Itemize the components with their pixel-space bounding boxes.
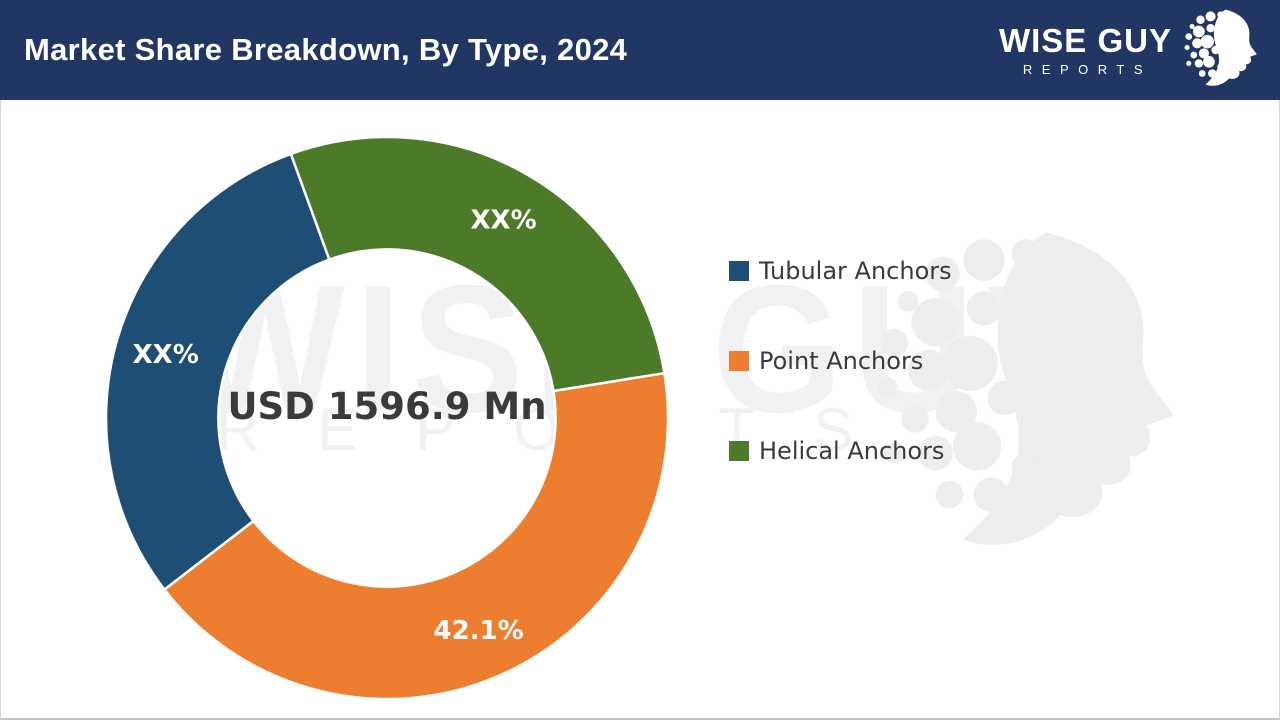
legend-swatch-helical (729, 441, 749, 461)
logo-head-icon (1176, 8, 1262, 92)
brand-logo: WISE GUY REPORTS (999, 8, 1262, 92)
legend-swatch-point (729, 351, 749, 371)
legend-label: Helical Anchors (759, 437, 945, 465)
header: Market Share Breakdown, By Type, 2024 WI… (0, 0, 1280, 100)
slice-label: 42.1% (433, 616, 523, 646)
donut-slice-tubular-anchors[interactable] (104, 152, 331, 591)
slice-label: XX% (133, 340, 199, 370)
chart-legend: Tubular Anchors Point Anchors Helical An… (729, 258, 952, 464)
chart-area: WISE GUY REPORTS XX%42.1%XX% USD 1596.9 … (0, 100, 1280, 720)
brand-subtitle: REPORTS (1022, 62, 1153, 77)
legend-label: Point Anchors (759, 347, 924, 375)
legend-item-tubular-anchors[interactable]: Tubular Anchors (729, 258, 952, 284)
donut-center-value: USD 1596.9 Mn (227, 385, 547, 428)
brand-name: WISE GUY (998, 22, 1172, 59)
legend-item-point-anchors[interactable]: Point Anchors (729, 348, 952, 374)
brand-logo-text: WISE GUY REPORTS (999, 24, 1172, 76)
donut-slice-point-anchors[interactable] (163, 371, 670, 701)
legend-swatch-tubular (729, 261, 749, 281)
slice-label: XX% (471, 206, 537, 236)
legend-label: Tubular Anchors (759, 257, 952, 285)
page-title: Market Share Breakdown, By Type, 2024 (24, 32, 628, 67)
donut-slice-helical-anchors[interactable] (289, 135, 666, 393)
legend-item-helical-anchors[interactable]: Helical Anchors (729, 438, 952, 464)
donut-chart: XX% 42.1% XX% (104, 135, 670, 701)
